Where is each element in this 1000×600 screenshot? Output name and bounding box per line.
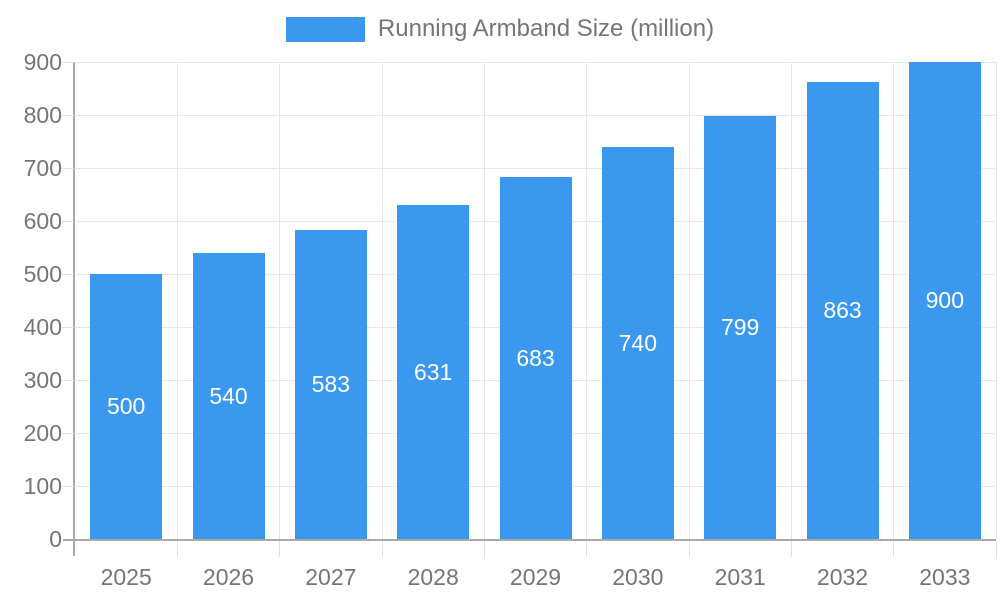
y-axis-tick-label: 200 bbox=[23, 420, 62, 446]
bar-2030: 740 bbox=[601, 147, 674, 539]
y-gridline bbox=[75, 61, 996, 63]
y-tick bbox=[62, 167, 74, 169]
bar-2029: 683 bbox=[499, 177, 572, 539]
plot-area: 500 540 583 631 683 740 799 863 900 bbox=[62, 61, 997, 557]
y-axis-tick-label: 900 bbox=[23, 49, 62, 75]
y-axis-tick-label: 600 bbox=[23, 208, 62, 234]
x-tick bbox=[176, 541, 178, 557]
y-axis-tick-label: 800 bbox=[23, 102, 62, 128]
x-axis-tick-label: 2032 bbox=[816, 564, 869, 590]
bar-value-label: 900 bbox=[925, 287, 965, 313]
bar-value-label: 863 bbox=[823, 297, 862, 323]
bar-2028: 631 bbox=[397, 205, 470, 539]
bar-value-label: 740 bbox=[618, 329, 658, 356]
x-gridline bbox=[790, 62, 792, 539]
x-tick bbox=[279, 541, 281, 557]
y-gridline bbox=[75, 167, 996, 169]
y-tick bbox=[62, 273, 74, 275]
bar-value-label: 631 bbox=[413, 358, 453, 385]
x-axis-tick-label: 2030 bbox=[612, 564, 664, 590]
x-gridline bbox=[279, 62, 281, 539]
y-axis-tick-label: 400 bbox=[23, 314, 62, 340]
bar-2031: 799 bbox=[704, 116, 777, 539]
x-gridline bbox=[688, 62, 690, 539]
x-tick bbox=[586, 541, 588, 557]
y-tick bbox=[62, 114, 74, 116]
x-tick bbox=[790, 541, 792, 557]
bar-2025: 500 bbox=[90, 274, 163, 539]
y-tick bbox=[62, 220, 74, 222]
x-gridline bbox=[893, 62, 895, 539]
y-axis-line bbox=[73, 62, 75, 556]
x-tick bbox=[995, 541, 997, 557]
bar-value-label: 540 bbox=[209, 382, 248, 409]
bar-2033: 900 bbox=[908, 62, 981, 539]
legend[interactable]: Running Armband Size (million) bbox=[0, 16, 1000, 42]
x-axis-tick-label: 2028 bbox=[407, 564, 459, 590]
x-axis-tick-label: 2031 bbox=[714, 564, 766, 590]
x-gridline bbox=[995, 62, 997, 539]
bar-value-label: 799 bbox=[720, 314, 760, 340]
y-tick bbox=[62, 61, 74, 63]
y-gridline bbox=[75, 114, 996, 116]
x-axis-tick-label: 2026 bbox=[202, 564, 255, 590]
x-tick bbox=[381, 541, 383, 557]
bar-2027: 583 bbox=[294, 230, 367, 539]
y-tick bbox=[62, 379, 74, 381]
x-tick bbox=[688, 541, 690, 557]
y-tick bbox=[62, 485, 74, 487]
x-tick bbox=[483, 541, 485, 557]
y-axis-tick-label: 300 bbox=[23, 367, 62, 393]
y-axis-tick-label: 100 bbox=[23, 473, 62, 499]
y-axis-tick-label: 0 bbox=[49, 526, 62, 552]
bar-value-label: 683 bbox=[516, 344, 555, 371]
x-axis-tick-label: 2033 bbox=[919, 564, 971, 590]
x-tick bbox=[893, 541, 895, 557]
bar-2032: 863 bbox=[806, 82, 879, 539]
y-axis-tick-label: 700 bbox=[23, 155, 62, 181]
y-tick bbox=[62, 432, 74, 434]
x-gridline bbox=[483, 62, 485, 539]
x-axis-tick-label: 2025 bbox=[100, 564, 152, 590]
x-gridline bbox=[176, 62, 178, 539]
x-gridline bbox=[586, 62, 588, 539]
legend-label: Running Armband Size (million) bbox=[377, 15, 715, 42]
bar-2026: 540 bbox=[192, 253, 265, 539]
y-axis-tick-label: 500 bbox=[23, 261, 62, 287]
legend-swatch bbox=[285, 16, 365, 42]
x-axis-tick-label: 2027 bbox=[305, 564, 357, 590]
bar-value-label: 583 bbox=[311, 371, 351, 397]
y-tick bbox=[62, 326, 74, 328]
x-axis-tick-label: 2029 bbox=[509, 564, 562, 590]
x-gridline bbox=[381, 62, 383, 539]
x-axis-line bbox=[63, 539, 996, 541]
bar-value-label: 500 bbox=[106, 393, 146, 419]
